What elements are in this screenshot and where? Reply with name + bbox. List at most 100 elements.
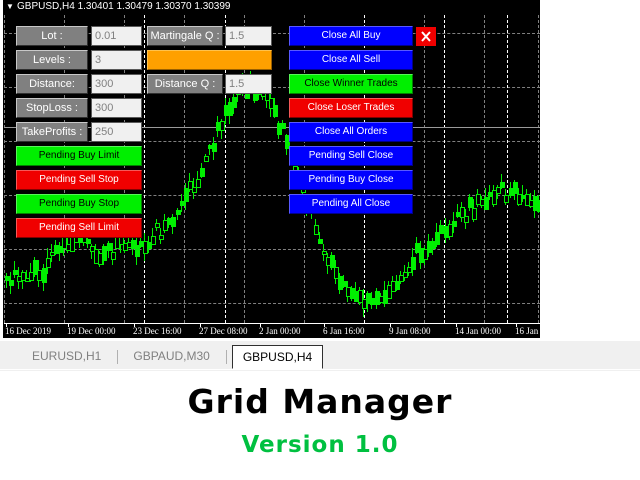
candle-body: [334, 267, 339, 279]
button-pending-sell-stop[interactable]: Pending Sell Stop: [16, 170, 142, 190]
chart-price-line: [4, 127, 540, 128]
candle-body: [472, 208, 477, 220]
candle-body: [102, 246, 107, 261]
chart-axis-tick: [456, 323, 457, 327]
chart-plot-area[interactable]: [4, 15, 540, 323]
button-pending-buy-limit[interactable]: Pending Buy Limit: [16, 146, 142, 166]
chart-symbol-quote: GBPUSD,H4 1.30401 1.30479 1.30370 1.3039…: [17, 1, 231, 12]
field-input-martingale-q[interactable]: 1.5: [225, 26, 272, 46]
candle-body: [318, 239, 323, 244]
chart-x-tick-label: 2 Jan 00:00: [259, 326, 301, 336]
candle-wick: [209, 144, 210, 155]
candle-body: [395, 281, 400, 290]
candle-body: [464, 216, 469, 223]
field-input-1[interactable]: 3: [91, 50, 142, 70]
version-label: Version 1.0: [241, 432, 399, 458]
candle-body: [484, 197, 489, 210]
field-input-0[interactable]: 0.01: [91, 26, 142, 46]
chart-window[interactable]: ▼ GBPUSD,H4 1.30401 1.30479 1.30370 1.303…: [3, 0, 540, 338]
candle-body: [220, 121, 225, 131]
chart-x-tick-label: 14 Jan 00:00: [455, 326, 501, 336]
candle-body: [37, 270, 42, 281]
chart-gridline-h: [4, 303, 540, 305]
chevron-down-icon[interactable]: ▼: [6, 2, 14, 11]
candle-body: [232, 97, 237, 108]
candle-body: [9, 280, 14, 286]
candle-body: [111, 252, 116, 260]
chart-gridline-v: [64, 15, 66, 323]
candle-body: [407, 267, 412, 273]
candle-wick: [522, 185, 523, 202]
candle-wick: [26, 270, 27, 282]
field-input-3[interactable]: 300: [91, 98, 142, 118]
candle-body: [362, 299, 367, 309]
button-pending-sell-close[interactable]: Pending Sell Close: [289, 146, 413, 166]
chart-axis-tick: [516, 323, 517, 327]
field-label-martingale-q: Martingale Q :: [147, 26, 223, 46]
tab-divider: [117, 350, 119, 364]
candle-body: [314, 225, 319, 235]
candle-body: [431, 241, 436, 249]
candle-body: [192, 187, 197, 193]
chart-gridline-v: [4, 15, 6, 323]
tab-divider: [225, 350, 227, 364]
candle-wick: [14, 261, 15, 278]
chart-x-tick-label: 16 Jan: [515, 326, 539, 336]
chart-x-tick-label: 6 Jan 16:00: [323, 326, 365, 336]
button-close-loser-trades[interactable]: Close Loser Trades: [289, 98, 413, 118]
button-close-winner-trades[interactable]: Close Winner Trades: [289, 74, 413, 94]
chart-axis-ticks: [4, 323, 540, 327]
chart-gridline-h: [4, 195, 540, 197]
candle-body: [330, 255, 335, 268]
candle-body: [228, 102, 233, 116]
candle-body: [504, 195, 509, 203]
chart-period-separator: [225, 15, 227, 323]
button-pending-buy-stop[interactable]: Pending Buy Stop: [16, 194, 142, 214]
chart-period-separator: [507, 15, 509, 323]
button-pending-all-close[interactable]: Pending All Close: [289, 194, 413, 214]
candle-wick: [501, 174, 502, 189]
field-label-0: Lot :: [16, 26, 88, 46]
field-input-distance-q[interactable]: 1.5: [225, 74, 272, 94]
candle-body: [273, 105, 278, 117]
candle-body: [184, 188, 189, 202]
chart-gridline-v: [538, 15, 540, 323]
chart-x-tick-label: 19 Dec 00:00: [67, 326, 116, 336]
candle-body: [460, 207, 465, 218]
chart-x-tick-label: 27 Dec 08:00: [199, 326, 248, 336]
candle-body: [50, 252, 55, 256]
tab-eurusd-h1[interactable]: EURUSD,H1: [32, 349, 102, 363]
candle-body: [370, 298, 375, 305]
tab-gbpaud-m30[interactable]: GBPAUD,M30: [133, 349, 210, 363]
candle-body: [281, 123, 286, 129]
panel-close-button[interactable]: [416, 27, 436, 46]
candle-body: [151, 236, 156, 245]
tabbar-bottom-divider: [0, 369, 640, 370]
chart-axis-tick: [260, 323, 261, 327]
button-pending-buy-close[interactable]: Pending Buy Close: [289, 170, 413, 190]
chart-axis-tick: [134, 323, 135, 327]
candle-body: [269, 98, 274, 109]
page-title: Grid Manager: [187, 382, 453, 421]
candle-body: [200, 168, 205, 177]
button-close-all-buy[interactable]: Close All Buy: [289, 26, 413, 46]
tab-gbpusd-h4[interactable]: GBPUSD,H4: [231, 345, 324, 369]
chart-gridline-h: [4, 33, 540, 35]
field-input-2[interactable]: 300: [91, 74, 142, 94]
button-close-all-sell[interactable]: Close All Sell: [289, 50, 413, 70]
candle-body: [411, 257, 416, 270]
candle-body: [435, 232, 440, 245]
candle-body: [21, 272, 26, 281]
chart-gridline-v: [304, 15, 306, 323]
chart-gridline-v: [424, 15, 426, 323]
candle-body: [212, 143, 217, 152]
progress-bar: [147, 50, 272, 70]
field-input-4[interactable]: 250: [91, 122, 142, 142]
product-branding: Grid Manager Version 1.0: [0, 372, 640, 480]
candle-body: [492, 190, 497, 205]
chart-gridline-h: [4, 87, 540, 89]
chart-period-separator: [364, 15, 366, 323]
button-close-all-orders[interactable]: Close All Orders: [289, 122, 413, 142]
button-pending-sell-limit[interactable]: Pending Sell Limit: [16, 218, 142, 238]
candle-body: [5, 276, 10, 281]
